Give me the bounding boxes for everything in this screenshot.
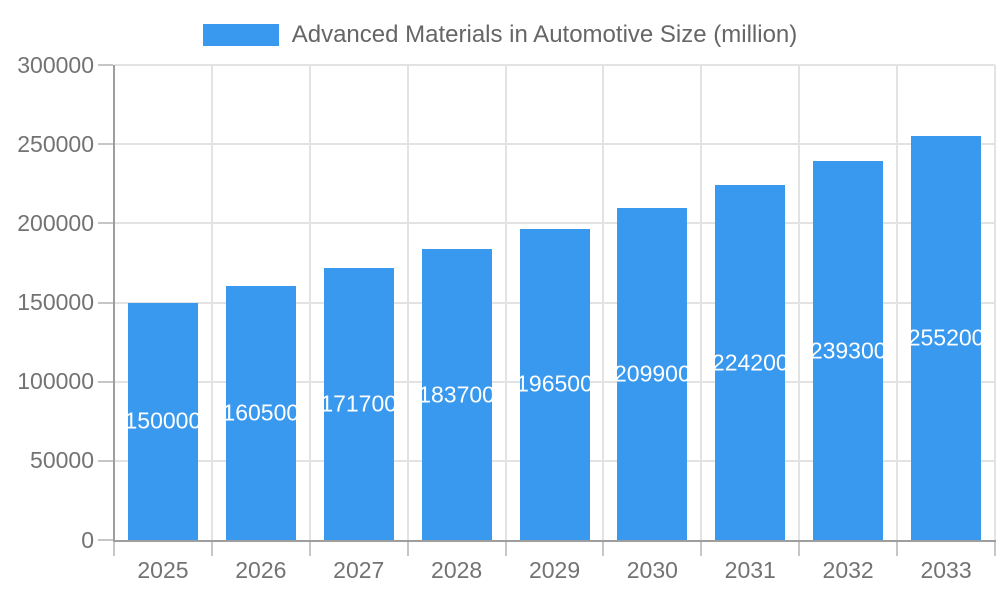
x-axis-tick [896, 542, 899, 556]
x-axis-tick [994, 542, 996, 556]
x-axis-tick [798, 542, 801, 556]
x-tick-label: 2031 [724, 557, 776, 583]
x-axis-tick [308, 542, 311, 556]
v-gridline [798, 65, 801, 540]
plot-area: 150000 160500 171700 183700 196500 209900 2242… [114, 64, 996, 540]
bar-value-label: 239300 [813, 337, 884, 364]
y-axis-tick [98, 143, 113, 146]
v-gridline [504, 65, 507, 540]
bar-value-label: 209900 [617, 360, 688, 387]
y-axis-tick [98, 301, 113, 304]
y-axis-tick [98, 539, 113, 541]
x-tick-label: 2030 [626, 557, 678, 583]
x-tick-label: 2025 [137, 557, 189, 583]
legend: Advanced Materials in Automotive Size (m… [0, 21, 1000, 49]
bar[interactable]: 171700 [323, 268, 394, 540]
x-tick-label: 2026 [235, 557, 287, 583]
bar-value-label: 224200 [715, 349, 786, 375]
v-gridline [700, 65, 703, 540]
y-tick-label: 250000 [17, 130, 94, 157]
bar-value-label: 160500 [225, 399, 296, 426]
bar[interactable]: 209900 [617, 207, 688, 540]
legend-swatch-icon [202, 24, 279, 46]
x-axis-tick [210, 542, 213, 556]
h-gridline [114, 222, 995, 225]
y-tick-label: 150000 [17, 289, 94, 315]
x-tick-label: 2033 [920, 557, 972, 583]
legend-label: Advanced Materials in Automotive Size (m… [291, 21, 798, 48]
y-axis-tick [98, 380, 113, 383]
y-axis-tick [98, 64, 113, 66]
v-gridline [994, 65, 996, 540]
x-tick-label: 2032 [822, 557, 874, 583]
x-tick-label: 2027 [333, 557, 385, 583]
x-axis-tick [406, 542, 409, 556]
bar-value-label: 196500 [519, 370, 590, 397]
legend-item[interactable]: Advanced Materials in Automotive Size (m… [202, 21, 798, 49]
bar[interactable]: 224200 [715, 185, 786, 540]
bar[interactable]: 150000 [127, 302, 198, 540]
y-tick-label: 50000 [30, 447, 94, 474]
h-gridline [114, 143, 995, 146]
v-gridline [602, 65, 605, 540]
x-tick-label: 2029 [528, 557, 581, 583]
x-tick-label: 2028 [431, 557, 483, 583]
bar-value-label: 255200 [911, 324, 982, 351]
bar-value-label: 150000 [127, 407, 198, 434]
v-gridline [308, 65, 311, 540]
y-axis-tick [98, 459, 113, 462]
y-tick-label: 300000 [17, 51, 94, 78]
bar[interactable]: 183700 [421, 249, 492, 540]
x-axis-tick [602, 542, 605, 556]
y-axis-line [113, 65, 115, 542]
x-axis-line [113, 540, 996, 542]
v-gridline [406, 65, 409, 540]
bar[interactable]: 239300 [813, 161, 884, 540]
v-gridline [896, 65, 899, 540]
x-axis-tick [700, 542, 703, 556]
h-gridline [114, 64, 995, 66]
bar[interactable]: 196500 [519, 228, 590, 540]
bar-value-label: 171700 [323, 390, 394, 417]
y-tick-label: 100000 [17, 368, 94, 395]
bar-value-label: 183700 [421, 381, 492, 408]
bar[interactable]: 255200 [911, 135, 982, 540]
y-tick-label: 200000 [17, 209, 94, 236]
x-axis-tick [504, 542, 507, 556]
x-axis-tick [113, 542, 115, 556]
y-axis-tick [98, 222, 113, 225]
bar[interactable]: 160500 [225, 285, 296, 540]
v-gridline [210, 65, 213, 540]
y-tick-label: 0 [81, 526, 94, 553]
